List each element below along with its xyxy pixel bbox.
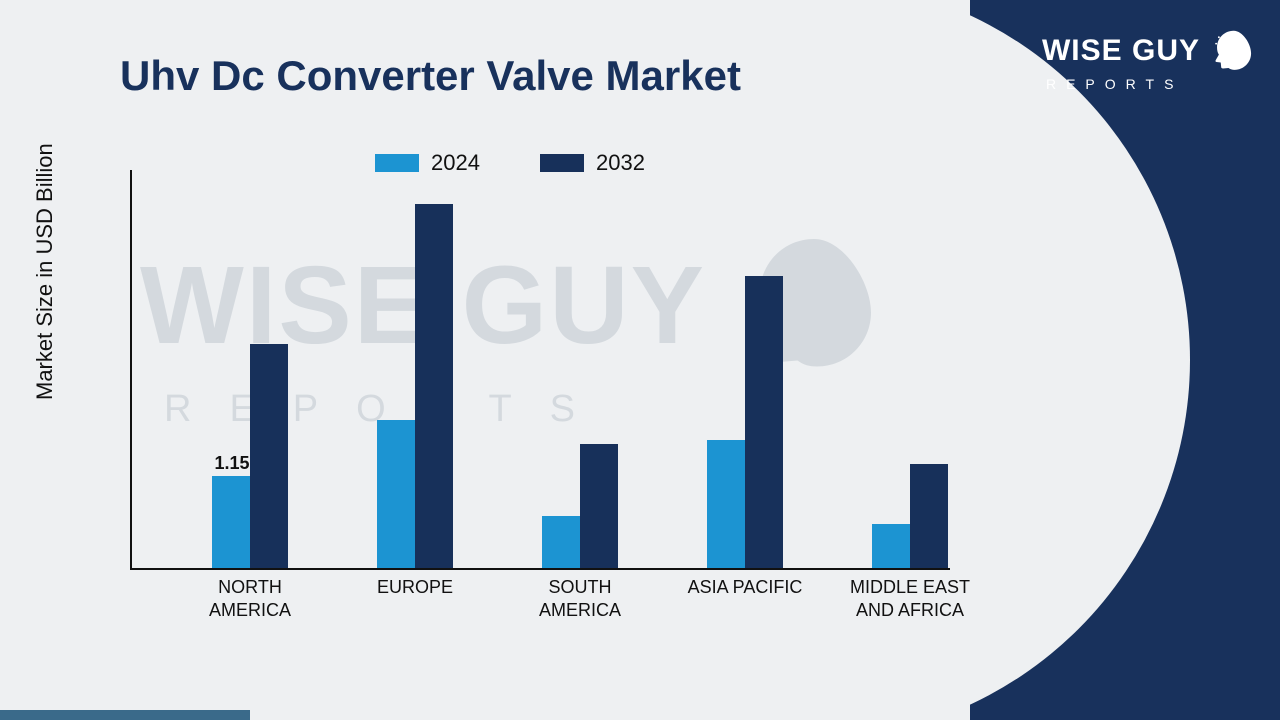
bar-2024 [872,524,910,568]
bar-2032 [580,444,618,568]
bar-2024 [212,476,250,568]
brand-sub: REPORTS [1046,76,1252,92]
category-label: ASIA PACIFIC [680,576,810,599]
brand-head-icon [1206,28,1252,74]
bar-2032 [250,344,288,568]
page-title: Uhv Dc Converter Valve Market [120,52,741,100]
revenue-chart: 2024 2032 Market Size in USD Billion 1.1… [60,150,960,670]
bar-value-label: 1.15 [214,453,249,474]
bar-2032 [415,204,453,568]
bar-2024 [542,516,580,568]
brand-name: WISE GUY [1042,34,1200,68]
bar-2032 [910,464,948,568]
bar-2024 [707,440,745,568]
y-axis-label: Market Size in USD Billion [32,143,58,400]
category-label: MIDDLE EAST AND AFRICA [845,576,975,623]
plot-area: 1.15 [130,170,950,570]
bar-2024 [377,420,415,568]
bottom-accent-stripe [0,710,250,720]
brand-logo: WISE GUY REPORTS [1042,28,1252,92]
category-label: EUROPE [350,576,480,599]
bar-2032 [745,276,783,568]
category-label: SOUTH AMERICA [515,576,645,623]
category-label: NORTH AMERICA [185,576,315,623]
